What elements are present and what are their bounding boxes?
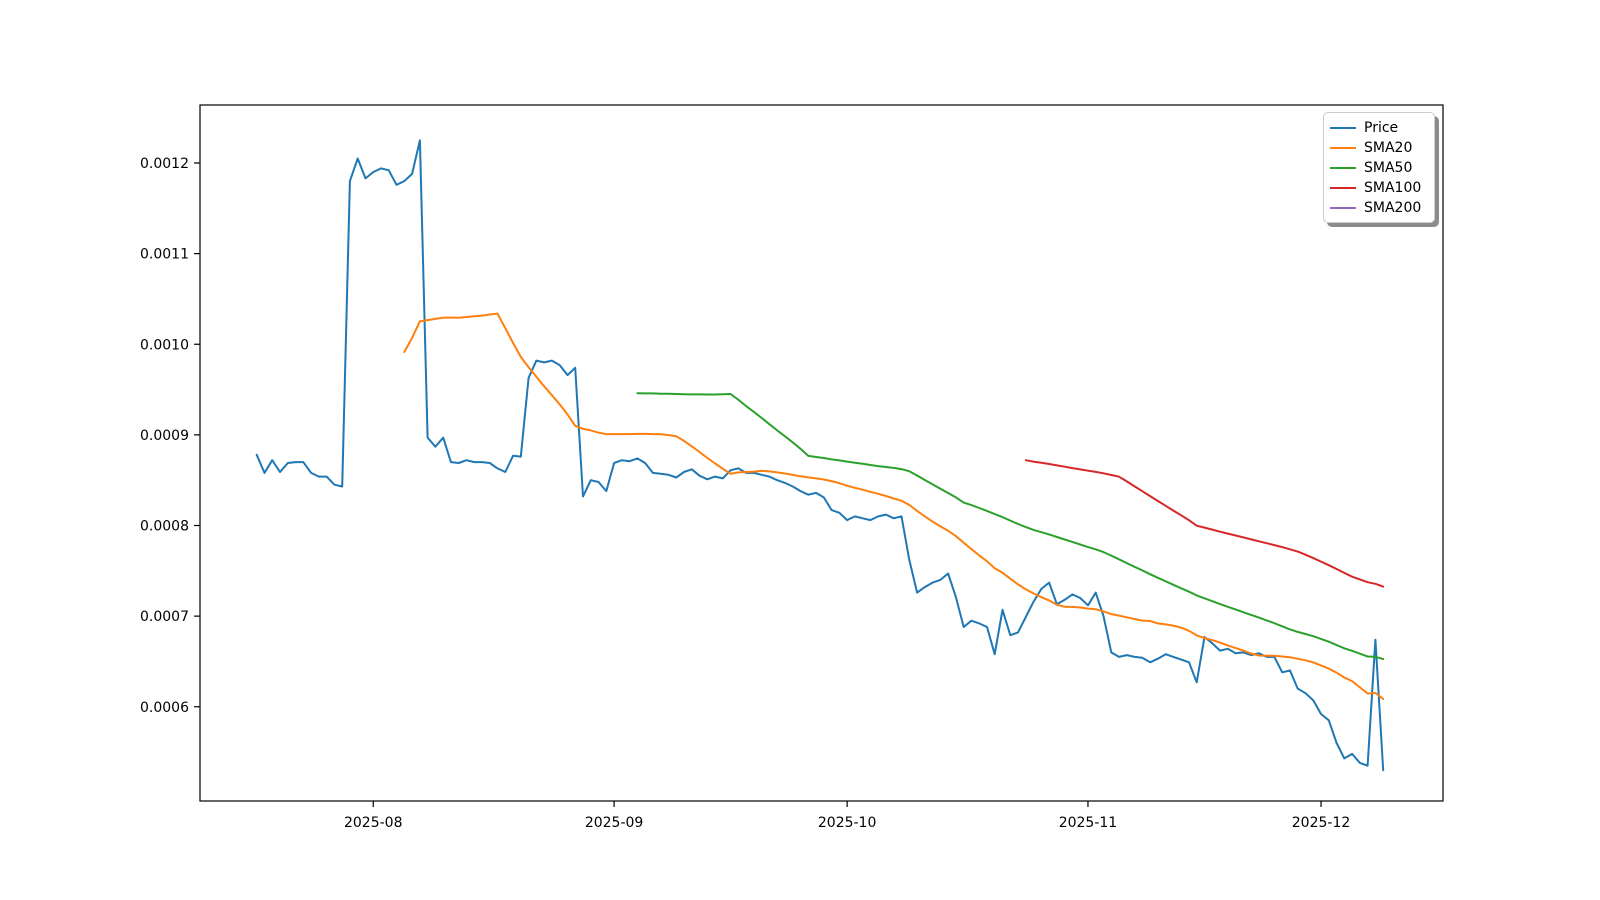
- y-tick-label: 0.0007: [140, 609, 189, 625]
- x-tick-label: 2025-10: [818, 815, 877, 831]
- legend-item-sma100: SMA100: [1330, 178, 1432, 198]
- y-tick-label: 0.0010: [140, 337, 189, 353]
- legend-swatch-price: [1330, 127, 1356, 129]
- legend-swatch-sma50: [1330, 167, 1356, 169]
- y-tick-label: 0.0012: [140, 156, 189, 172]
- y-tick-label: 0.0006: [140, 700, 189, 716]
- legend-item-sma20: SMA20: [1330, 138, 1432, 158]
- sma20-line: [403, 312, 1385, 700]
- legend-swatch-sma200: [1330, 207, 1356, 209]
- legend-label-sma20: SMA20: [1364, 140, 1413, 156]
- x-tick-label: 2025-12: [1292, 815, 1351, 831]
- price-line: [255, 139, 1385, 772]
- legend-swatch-sma100: [1330, 187, 1356, 189]
- sma100-line: [1024, 459, 1385, 588]
- legend-item-price: Price: [1330, 118, 1432, 138]
- legend-label-price: Price: [1364, 120, 1399, 136]
- y-tick-label: 0.0008: [140, 519, 189, 535]
- legend: Price SMA20 SMA50 SMA100 SMA200: [1323, 112, 1435, 223]
- x-tick-label: 2025-11: [1059, 815, 1118, 831]
- y-tick-label: 0.0011: [140, 247, 189, 263]
- legend-item-sma200: SMA200: [1330, 198, 1432, 218]
- legend-label-sma200: SMA200: [1364, 200, 1422, 216]
- legend-label-sma50: SMA50: [1364, 160, 1413, 176]
- legend-item-sma50: SMA50: [1330, 158, 1432, 178]
- y-tick-label: 0.0009: [140, 428, 189, 444]
- legend-label-sma100: SMA100: [1364, 180, 1422, 196]
- sma50-line: [636, 392, 1385, 661]
- x-tick-label: 2025-08: [344, 815, 403, 831]
- x-tick-label: 2025-09: [585, 815, 644, 831]
- legend-swatch-sma20: [1330, 147, 1356, 149]
- plot-border: [199, 104, 1444, 802]
